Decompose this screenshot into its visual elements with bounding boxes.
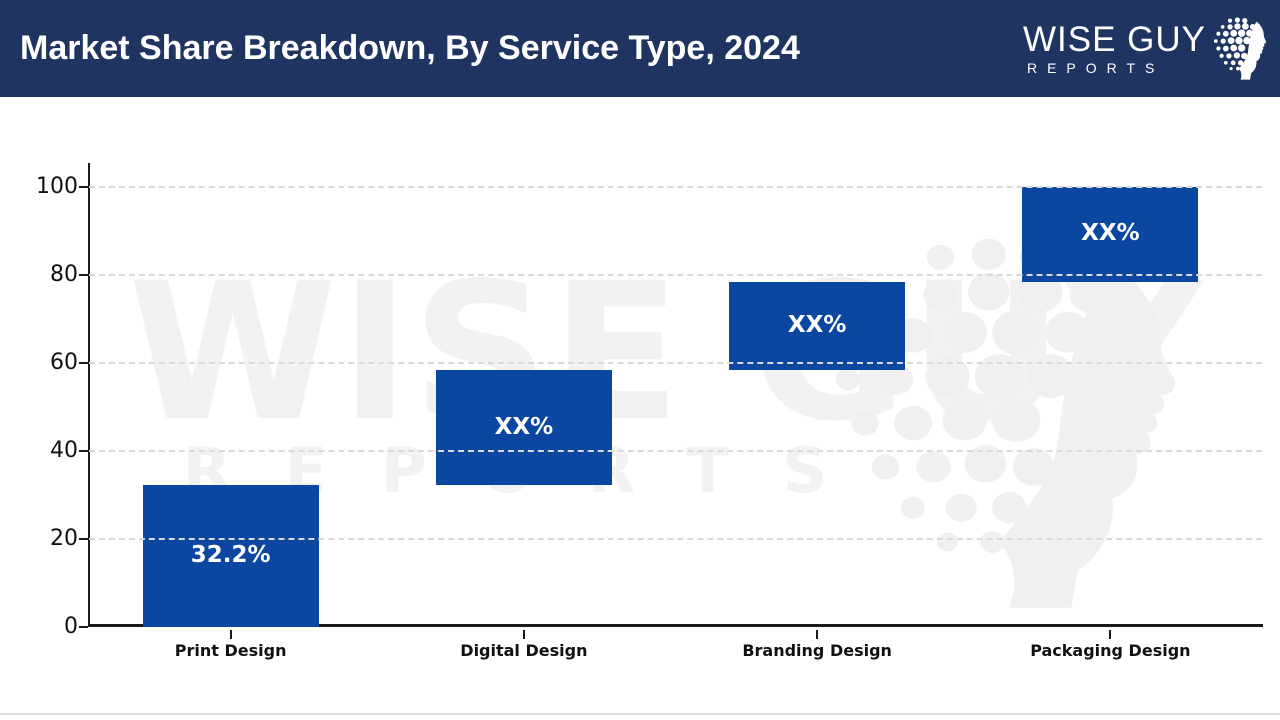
x-axis-label-packaging-design: Packaging Design: [1030, 641, 1191, 660]
y-tick: [79, 274, 88, 276]
y-tick-label-80: 80: [50, 262, 78, 287]
page-title: Market Share Breakdown, By Service Type,…: [20, 29, 800, 67]
y-tick-label-60: 60: [50, 350, 78, 375]
bar-print-design: 32.2%: [142, 485, 319, 627]
logo-subtext: REPORTS: [1026, 59, 1165, 76]
y-tick-label-0: 0: [64, 614, 78, 639]
y-tick-label-20: 20: [50, 526, 78, 551]
bar-value-label: XX%: [787, 311, 847, 338]
bar-value-label: XX%: [1081, 220, 1140, 247]
y-tick: [79, 450, 88, 452]
x-tick: [816, 630, 819, 639]
gridline-40: [89, 450, 1262, 452]
logo-face-icon: [1213, 17, 1267, 80]
bar-value-label: XX%: [494, 413, 554, 440]
brand-logo-text: WISE GUY REPORTS: [1022, 19, 1206, 76]
y-tick: [79, 362, 88, 364]
gridline-80: [89, 274, 1262, 276]
plot-area: [88, 163, 1263, 627]
bar-digital-design: XX%: [435, 370, 612, 486]
header-bar: Market Share Breakdown, By Service Type,…: [0, 0, 1280, 97]
bar-packaging-design: XX%: [1022, 187, 1199, 282]
x-axis-label-print-design: Print Design: [174, 641, 287, 660]
watermark-face-icon: [835, 238, 1176, 608]
y-tick-label-100: 100: [36, 174, 78, 199]
y-tick: [79, 186, 88, 188]
x-tick: [522, 630, 525, 639]
gridline-100: [89, 186, 1262, 188]
bar-branding-design: XX%: [729, 281, 906, 371]
x-tick: [229, 630, 232, 639]
logo-wordmark: WISE GUY: [1022, 19, 1206, 59]
x-tick: [1109, 630, 1112, 639]
footer-divider: [0, 713, 1280, 715]
gridline-60: [89, 362, 1262, 364]
gridline-20: [89, 538, 1262, 540]
y-tick-label-40: 40: [50, 438, 78, 463]
y-tick: [79, 626, 88, 628]
brand-logo: WISE GUY REPORTS: [1023, 8, 1268, 88]
bar-value-label: 32.2%: [190, 542, 271, 569]
x-axis-label-branding-design: Branding Design: [742, 641, 892, 660]
x-axis-label-digital-design: Digital Design: [460, 641, 588, 660]
y-tick: [79, 538, 88, 540]
